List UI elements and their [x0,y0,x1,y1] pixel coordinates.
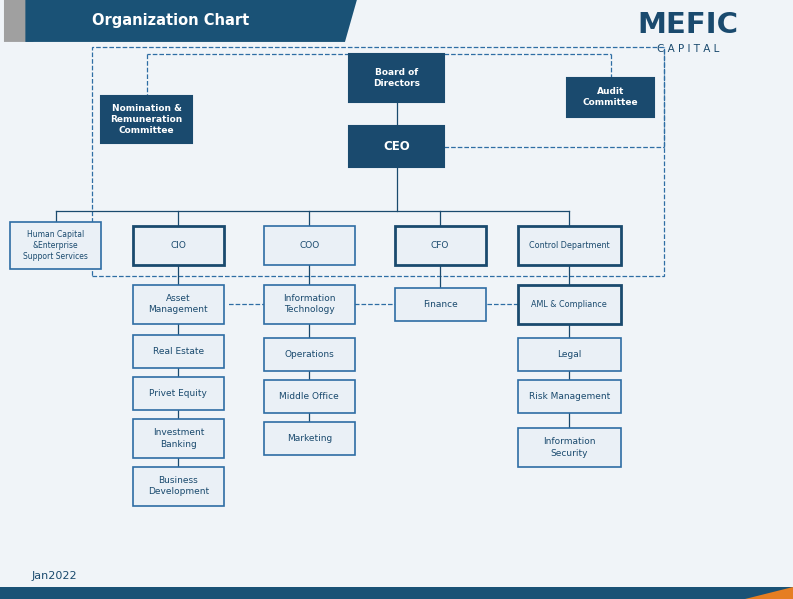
Text: MEFIC: MEFIC [638,11,739,39]
Text: CFO: CFO [431,241,450,250]
Text: Information
Security: Information Security [543,437,596,458]
Text: Human Capital
&Enterprise
Support Services: Human Capital &Enterprise Support Servic… [23,230,88,261]
FancyBboxPatch shape [518,338,621,371]
FancyBboxPatch shape [133,335,224,368]
Text: CIO: CIO [170,241,186,250]
Bar [0,587,793,599]
Text: Legal: Legal [557,350,581,359]
FancyBboxPatch shape [518,380,621,413]
FancyBboxPatch shape [349,54,444,102]
Text: Audit
Committee: Audit Committee [583,87,638,107]
FancyBboxPatch shape [133,285,224,323]
FancyBboxPatch shape [395,288,485,321]
FancyBboxPatch shape [133,419,224,458]
Text: Middle Office: Middle Office [279,392,339,401]
Text: COO: COO [299,241,320,250]
Text: AML & Compliance: AML & Compliance [531,300,607,309]
Polygon shape [4,0,44,42]
Text: Nomination &
Remuneration
Committee: Nomination & Remuneration Committee [110,104,183,135]
FancyBboxPatch shape [518,428,621,467]
Text: Control Department: Control Department [529,241,610,250]
Polygon shape [745,587,793,599]
FancyBboxPatch shape [133,467,224,506]
Text: Jan2022: Jan2022 [32,571,78,581]
Text: Information
Technology: Information Technology [283,294,335,314]
Text: Business
Development: Business Development [147,476,209,497]
Text: Operations: Operations [285,350,334,359]
Text: Real Estate: Real Estate [153,347,204,356]
FancyBboxPatch shape [133,377,224,410]
Text: Board of
Directors: Board of Directors [373,68,420,88]
Text: Asset
Management: Asset Management [148,294,209,314]
FancyBboxPatch shape [263,226,355,265]
Polygon shape [25,0,357,42]
Text: C A P I T A L: C A P I T A L [657,44,719,54]
Text: Privet Equity: Privet Equity [150,389,207,398]
FancyBboxPatch shape [518,226,621,265]
FancyBboxPatch shape [133,226,224,265]
FancyBboxPatch shape [263,338,355,371]
Bar [92,47,664,276]
FancyBboxPatch shape [263,422,355,455]
Text: Marketing: Marketing [286,434,332,443]
Text: Organization Chart: Organization Chart [92,13,249,29]
FancyBboxPatch shape [263,285,355,323]
Text: CEO: CEO [383,140,410,153]
Text: Investment
Banking: Investment Banking [153,428,204,449]
FancyBboxPatch shape [102,96,192,143]
FancyBboxPatch shape [395,226,485,265]
Text: Risk Management: Risk Management [529,392,610,401]
FancyBboxPatch shape [263,380,355,413]
FancyBboxPatch shape [349,126,444,167]
Text: Finance: Finance [423,300,458,309]
FancyBboxPatch shape [518,285,621,323]
FancyBboxPatch shape [567,77,654,116]
FancyBboxPatch shape [10,222,102,269]
